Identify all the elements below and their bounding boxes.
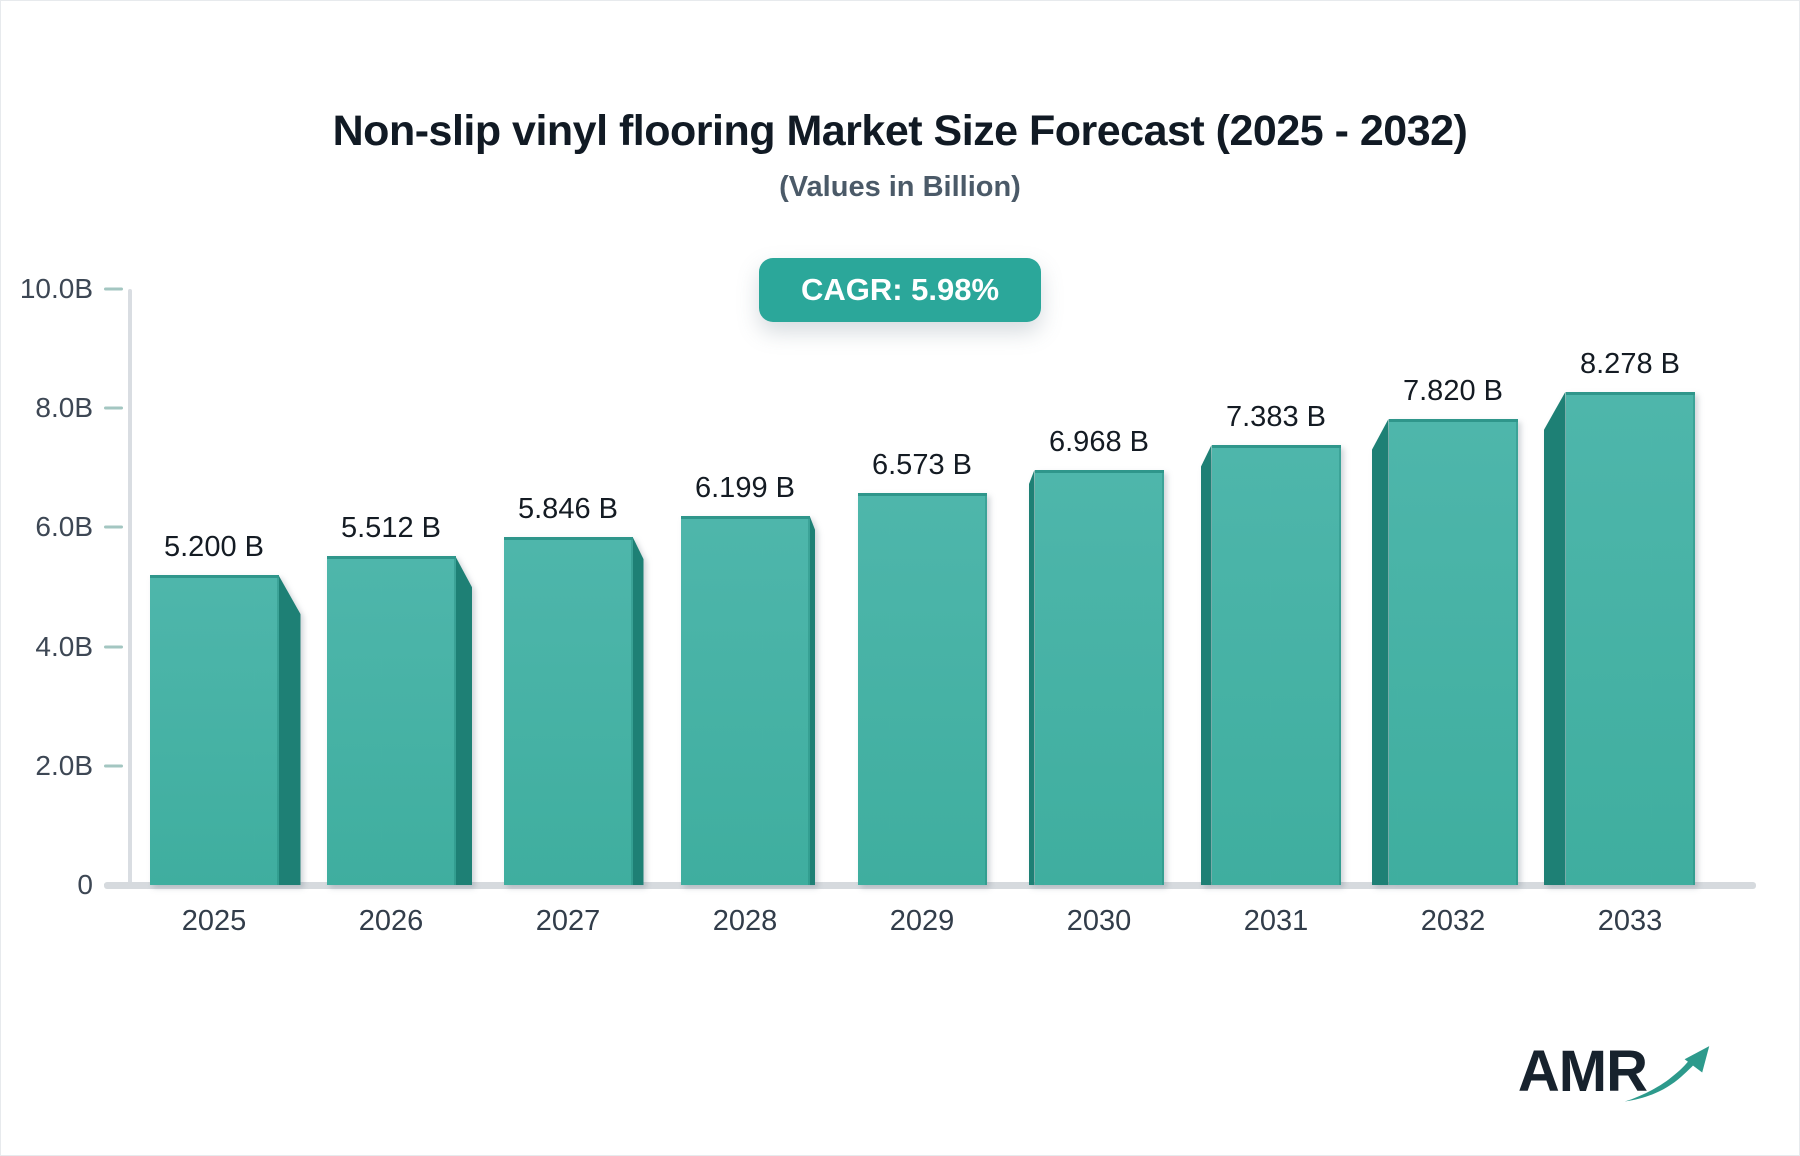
y-tick-mark xyxy=(104,645,123,649)
bar-3d-side xyxy=(632,536,644,885)
bar-2029 xyxy=(857,493,987,885)
y-tick-label: 4.0B xyxy=(35,630,93,662)
bar-3d-side xyxy=(455,556,472,885)
x-tick-label: 2028 xyxy=(712,905,778,937)
bar-2025 xyxy=(149,575,279,885)
bar-3d-side xyxy=(1372,418,1389,885)
bar-value-label: 7.820 B xyxy=(1403,374,1503,407)
bar-value-label: 7.383 B xyxy=(1226,400,1326,433)
bar-2030 xyxy=(1034,469,1164,885)
bar-value-label: 5.846 B xyxy=(518,492,618,525)
x-axis-line xyxy=(104,882,1756,889)
chart-title: Non-slip vinyl flooring Market Size Fore… xyxy=(332,107,1468,155)
bar-2032 xyxy=(1388,418,1518,885)
x-tick-label: 2030 xyxy=(1066,905,1132,937)
bar-value-label: 8.278 B xyxy=(1580,347,1680,380)
bar-2028 xyxy=(680,515,810,885)
brand-logo-text: AMR xyxy=(1517,1039,1648,1104)
x-tick-label: 2029 xyxy=(889,905,955,937)
bar-3d-side xyxy=(1029,469,1035,885)
y-tick-label: 0 xyxy=(77,869,93,900)
x-tick-label: 2027 xyxy=(535,905,601,937)
y-tick-label: 6.0B xyxy=(35,511,93,543)
brand-logo: AMR xyxy=(1518,1043,1711,1107)
y-tick-mark xyxy=(104,525,123,529)
bar-value-label: 6.573 B xyxy=(872,449,972,482)
x-tick-label: 2033 xyxy=(1597,905,1663,937)
x-tick-label: 2026 xyxy=(358,905,424,937)
bar-2026 xyxy=(326,556,456,885)
y-tick-label: 10.0B xyxy=(19,273,93,304)
y-tick-mark xyxy=(104,764,123,768)
bar-value-label: 6.968 B xyxy=(1049,425,1149,458)
y-tick-label: 8.0B xyxy=(35,392,93,424)
growth-arrow-icon xyxy=(1624,1046,1710,1102)
y-axis-line xyxy=(128,289,132,885)
bar-value-label: 5.512 B xyxy=(341,512,441,545)
bar-3d-side xyxy=(1200,444,1212,885)
bar-2031 xyxy=(1211,444,1341,885)
cagr-badge: CAGR: 5.98% xyxy=(759,258,1041,322)
y-tick-label: 2.0B xyxy=(35,749,93,781)
bar-3d-side xyxy=(278,575,301,885)
x-tick-label: 2031 xyxy=(1243,905,1309,937)
bar-2027 xyxy=(503,536,633,885)
bar-value-label: 6.199 B xyxy=(695,471,795,504)
y-tick-mark xyxy=(104,287,123,291)
y-tick-mark xyxy=(104,406,123,410)
bar-2033 xyxy=(1565,391,1695,885)
bar-3d-side xyxy=(809,515,815,885)
x-tick-label: 2032 xyxy=(1420,905,1486,937)
bar-3d-side xyxy=(1543,391,1566,885)
chart-subtitle: (Values in Billion) xyxy=(779,171,1021,203)
x-tick-label: 2025 xyxy=(181,905,247,937)
bar-value-label: 5.200 B xyxy=(164,531,264,564)
